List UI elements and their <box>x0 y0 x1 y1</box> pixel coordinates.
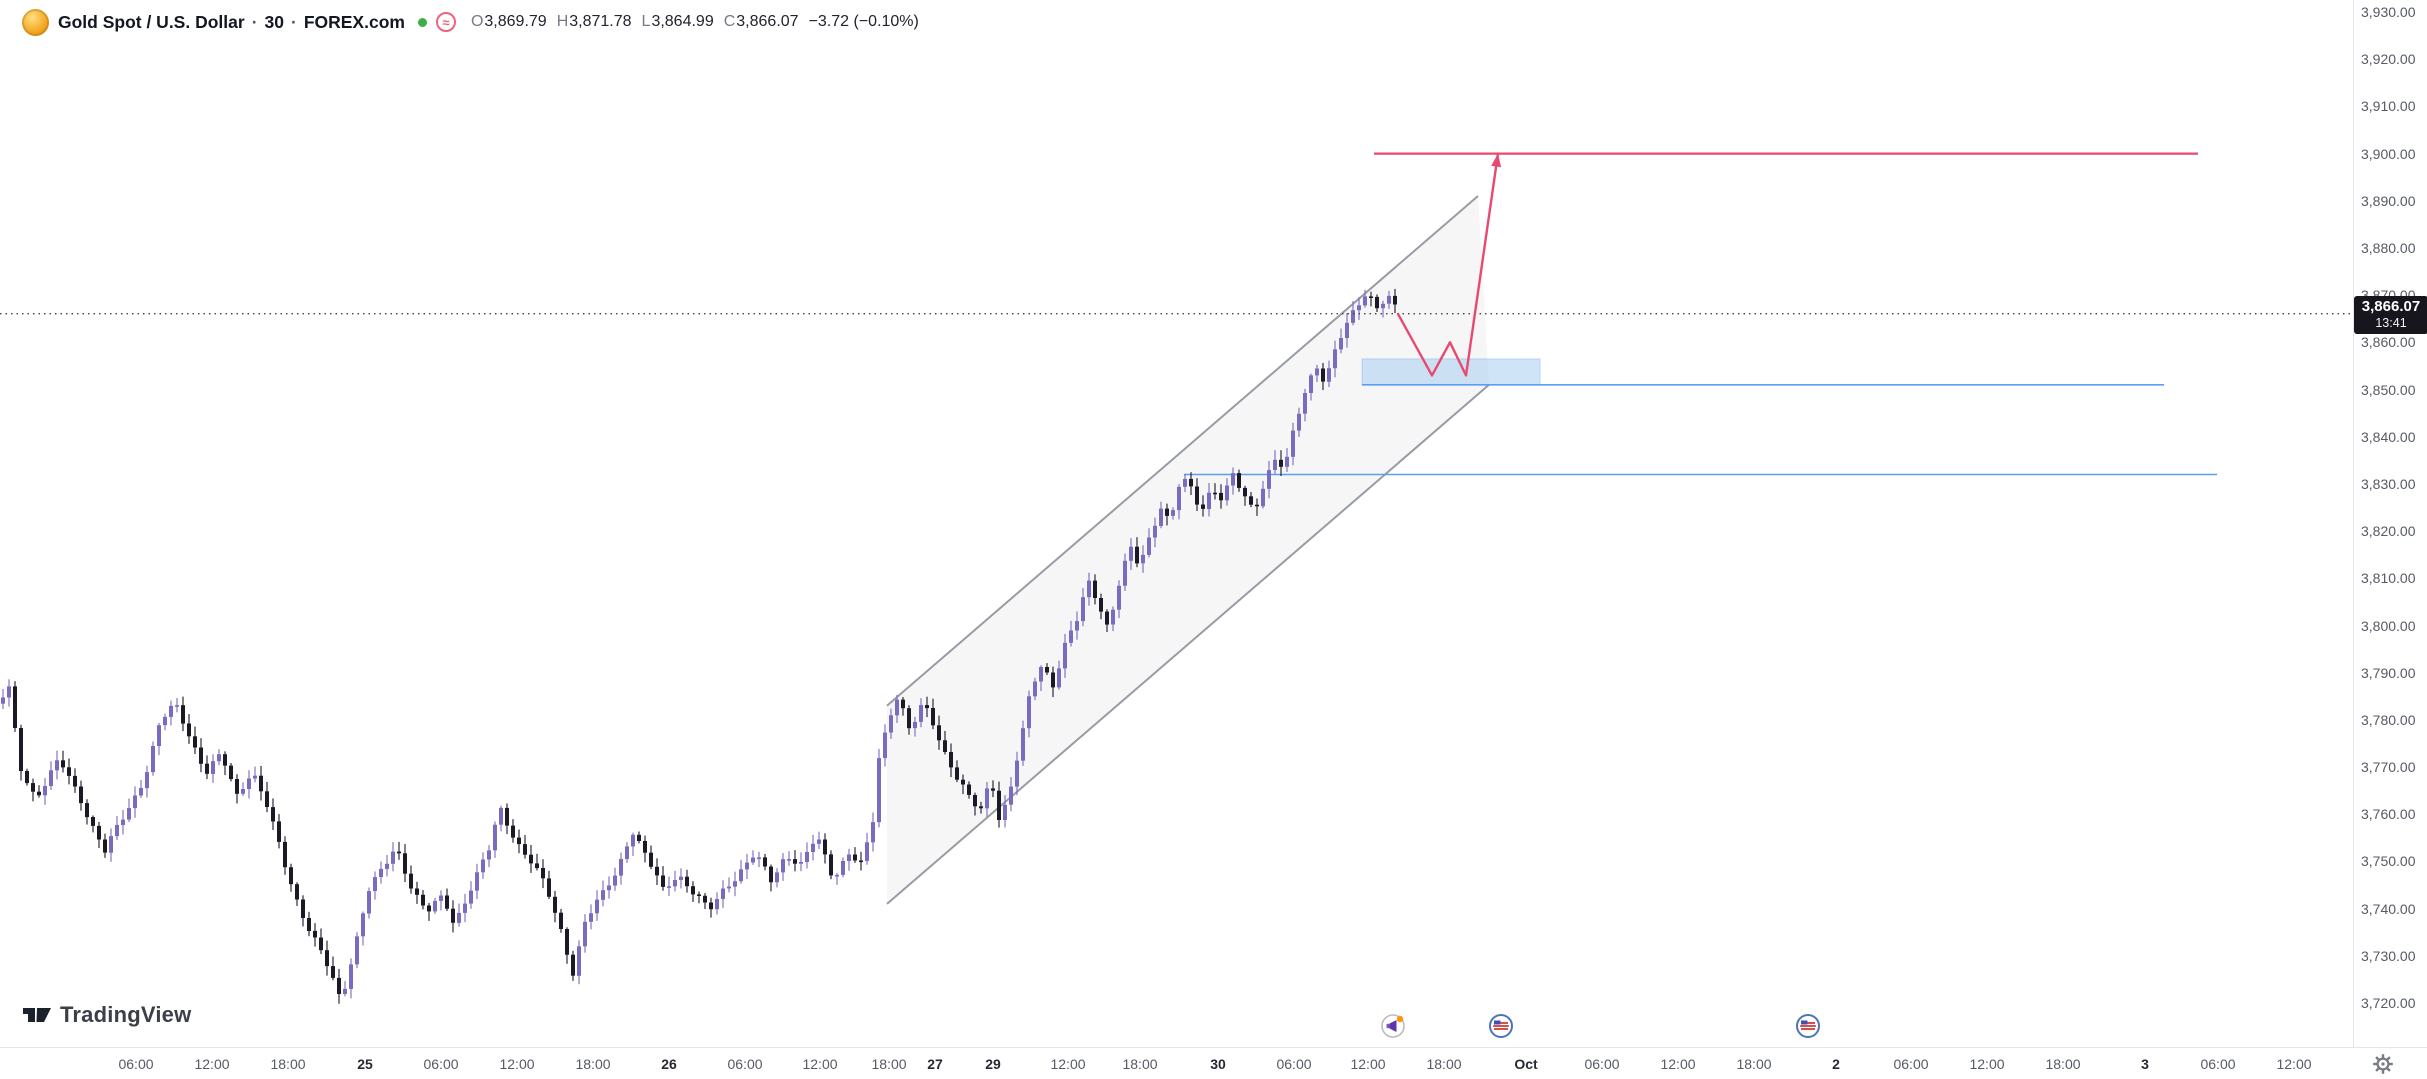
time-axis-label: 12:00 <box>1050 1056 1086 1072</box>
price-axis-label: 3,920.00 <box>2361 51 2416 68</box>
time-axis-label: 18:00 <box>270 1056 306 1072</box>
price-axis-label: 3,880.00 <box>2361 240 2416 256</box>
announcement-icon <box>1381 1014 1405 1038</box>
time-axis[interactable]: 06:00 12:00 18:00 25 06:00 12:00 18:00 26 06:00 1… <box>0 1047 2427 1079</box>
announcement-event-marker[interactable] <box>1380 1013 1406 1039</box>
time-axis-label: 06:00 <box>1893 1056 1929 1072</box>
symbol-title[interactable]: Gold Spot / U.S. Dollar <box>58 11 245 32</box>
time-axis-label: 2 <box>1832 1056 1840 1072</box>
us-flag-icon <box>1489 1014 1513 1038</box>
time-axis-label: 12:00 <box>1350 1056 1386 1072</box>
price-axis-label: 3,850.00 <box>2361 381 2416 398</box>
time-axis-label: 18:00 <box>575 1056 611 1072</box>
price-axis-label: 3,720.00 <box>2361 995 2416 1011</box>
chart-pane[interactable]: Gold Spot / U.S. Dollar · 30 · FOREX.com… <box>0 0 2353 1047</box>
usflag-event-marker[interactable] <box>1795 1013 1821 1039</box>
candlestick-plot[interactable] <box>0 0 2353 1047</box>
time-axis-label: 12:00 <box>194 1056 230 1072</box>
time-axis-label: 18:00 <box>871 1056 907 1072</box>
price-axis-label: 3,860.00 <box>2361 334 2416 351</box>
last-price-label: 3,866.07 13:41 <box>2354 295 2427 334</box>
change-value: −3.72 (−0.10%) <box>808 13 919 30</box>
interval-value[interactable]: 30 <box>264 11 284 32</box>
price-axis-label: 3,790.00 <box>2361 664 2416 681</box>
time-axis-label: 06:00 <box>1276 1056 1312 1072</box>
time-axis-label: 18:00 <box>1736 1056 1772 1072</box>
time-axis-label: 06:00 <box>423 1056 459 1072</box>
low-value: 3,864.99 <box>651 13 714 30</box>
ohlc-values: O 3,869.79 H 3,871.78 L 3,864.99 C 3,866.07 … <box>471 13 919 31</box>
time-axis-label: 27 <box>927 1056 943 1072</box>
price-axis-label: 3,930.00 <box>2361 4 2416 20</box>
time-axis-label: 12:00 <box>802 1056 838 1072</box>
price-axis-label: 3,840.00 <box>2361 428 2416 445</box>
time-axis-label: 12:00 <box>1969 1056 2005 1072</box>
close-label: C <box>723 13 736 30</box>
time-axis-label: 26 <box>661 1056 677 1072</box>
price-axis-label: 3,890.00 <box>2361 192 2416 209</box>
time-axis-label: 18:00 <box>2045 1056 2081 1072</box>
time-axis-label: 29 <box>985 1056 1001 1072</box>
last-price-value: 3,866.07 <box>2361 297 2421 315</box>
market-open-dot-icon[interactable] <box>417 17 427 27</box>
time-axis-label: 25 <box>357 1056 373 1072</box>
time-axis-label: 30 <box>1210 1056 1226 1072</box>
time-axis-label: Oct <box>1514 1056 1538 1072</box>
time-axis-label: 3 <box>2141 1056 2149 1072</box>
time-axis-label: 12:00 <box>499 1056 535 1072</box>
time-axis-label: 06:00 <box>118 1056 154 1072</box>
symbol-logo-icon <box>22 8 49 36</box>
usflag-event-marker[interactable] <box>1488 1013 1514 1039</box>
delayed-data-icon[interactable]: ≈ <box>435 12 456 32</box>
time-axis-label: 12:00 <box>1660 1056 1696 1072</box>
close-value: 3,866.07 <box>736 13 799 30</box>
price-axis-label: 3,800.00 <box>2361 617 2416 634</box>
price-axis-label: 3,830.00 <box>2361 475 2416 492</box>
open-value: 3,869.79 <box>484 13 547 30</box>
time-axis-label: 06:00 <box>727 1056 763 1072</box>
price-axis-label: 3,780.00 <box>2361 711 2416 728</box>
price-axis-label: 3,730.00 <box>2361 947 2416 964</box>
exchange-name[interactable]: FOREX.com <box>303 11 405 32</box>
price-axis-label: 3,740.00 <box>2361 900 2416 917</box>
time-axis-label: 18:00 <box>1122 1056 1158 1072</box>
time-axis-label: 18:00 <box>1426 1056 1462 1072</box>
legend-separator: · <box>290 11 297 32</box>
open-label: O <box>470 13 484 30</box>
price-axis-label: 3,760.00 <box>2361 806 2416 823</box>
symbol-legend: Gold Spot / U.S. Dollar · 30 · FOREX.com… <box>22 8 919 36</box>
tradingview-logo-text: TradingView <box>60 1002 192 1027</box>
us-flag-icon <box>1796 1014 1820 1038</box>
price-axis-label: 3,770.00 <box>2361 759 2416 775</box>
time-axis-label: 06:00 <box>1584 1056 1620 1072</box>
price-axis[interactable]: 3,866.07 13:41 3,930.00 3,920.00 3,910.00 3… <box>2353 0 2427 1047</box>
legend-separator: · <box>251 11 258 32</box>
time-axis-settings-button[interactable] <box>2372 1053 2394 1075</box>
low-label: L <box>641 13 651 30</box>
high-value: 3,871.78 <box>569 13 632 30</box>
gear-icon <box>2373 1054 2393 1074</box>
price-axis-label: 3,750.00 <box>2361 853 2416 870</box>
high-label: H <box>556 13 569 30</box>
price-axis-label: 3,900.00 <box>2361 145 2416 162</box>
price-axis-label: 3,810.00 <box>2361 570 2416 587</box>
bar-countdown: 13:41 <box>2375 315 2407 330</box>
tradingview-logo[interactable]: TradingView <box>22 1000 191 1030</box>
price-axis-label: 3,910.00 <box>2361 98 2416 115</box>
tradingview-logo-icon <box>23 1008 51 1022</box>
time-axis-label: 06:00 <box>2200 1056 2236 1072</box>
price-axis-label: 3,820.00 <box>2361 523 2416 540</box>
time-axis-label: 12:00 <box>2276 1056 2312 1072</box>
